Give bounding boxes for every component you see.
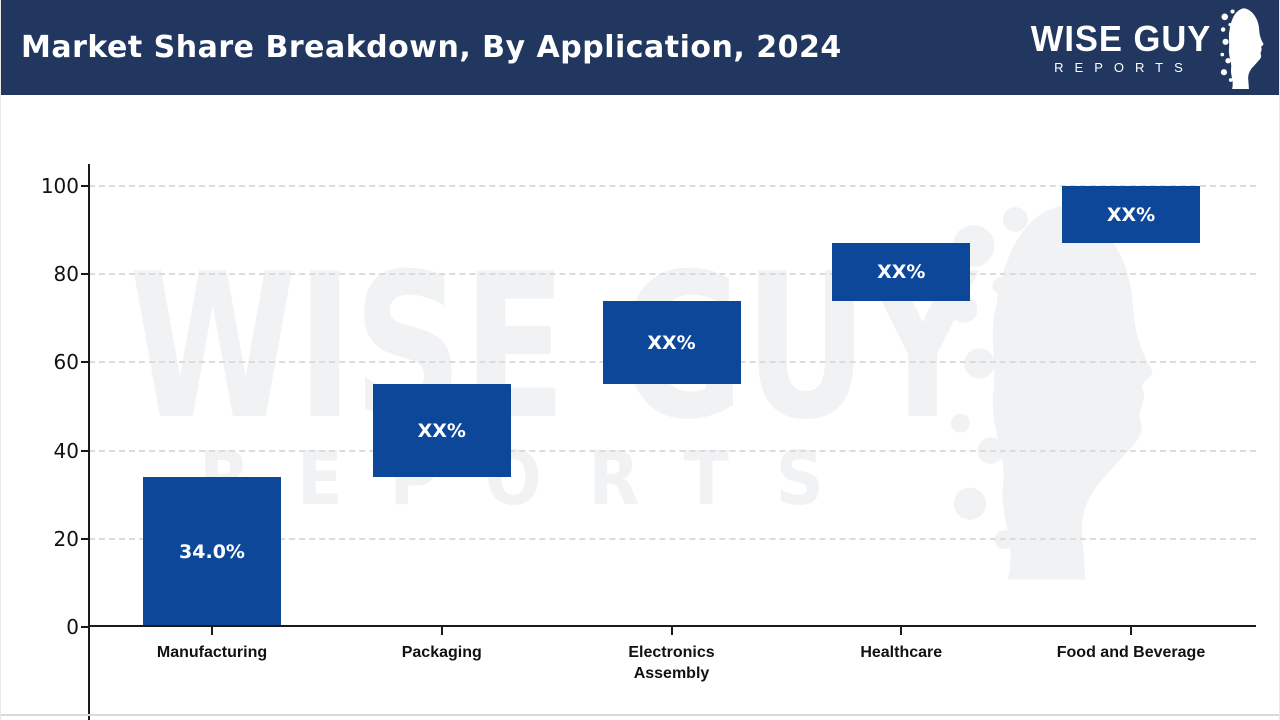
x-category-label: Electronics Assembly: [628, 644, 715, 683]
face-profile-icon: [1220, 7, 1264, 89]
y-tick-label: 40: [53, 438, 79, 463]
x-tick: [211, 627, 213, 635]
gridline-y-80: [89, 273, 1256, 276]
logo-wordmark: WISE GUY: [1030, 18, 1212, 59]
bottom-border: [1, 714, 1279, 716]
header-bar: Market Share Breakdown, By Application, …: [1, 0, 1279, 95]
bar-value-label: XX%: [1106, 203, 1156, 226]
x-category-label: Manufacturing: [156, 644, 268, 661]
y-tick: [81, 449, 89, 452]
gridline-y-20: [89, 537, 1256, 540]
bar-food-and-beverage: XX%: [1062, 186, 1200, 244]
x-category-label: Food and Beverage: [1056, 644, 1206, 661]
bar-value-label: 34.0%: [179, 541, 245, 564]
logo-text: WISE GUY REPORTS: [1027, 18, 1215, 75]
bar-manufacturing: 34.0%: [143, 477, 281, 627]
x-tick: [670, 627, 673, 635]
bar-packaging: XX%: [372, 384, 511, 478]
gridline-y-100: [89, 185, 1256, 187]
y-tick-label: 80: [53, 262, 79, 287]
x-tick: [1130, 627, 1132, 635]
wise-guy-reports-logo: WISE GUY REPORTS: [1027, 7, 1269, 89]
x-category-label: Packaging: [401, 644, 482, 661]
logo-subtitle: REPORTS: [1054, 60, 1194, 75]
bar-value-label: XX%: [877, 260, 926, 283]
bar-value-label: XX%: [417, 419, 466, 442]
y-tick: [81, 626, 89, 628]
page-title: Market Share Breakdown, By Application, …: [21, 30, 842, 65]
y-tick-label: 60: [53, 350, 79, 375]
gridline-y-40: [89, 449, 1256, 452]
x-tick: [900, 627, 903, 635]
x-axis-line: [88, 625, 1256, 627]
y-tick-label: 0: [66, 615, 79, 639]
y-tick-label: 20: [53, 526, 79, 551]
y-tick: [81, 185, 89, 187]
waterfall-chart: 0 20 40 60 80 100 34.0% Manufacturing XX% Packagi…: [1, 95, 1279, 720]
bar-electronics-assembly: XX%: [602, 300, 741, 385]
y-tick: [81, 273, 89, 276]
bar-value-label: XX%: [647, 331, 696, 354]
y-tick: [81, 361, 89, 364]
y-tick-label: 100: [40, 174, 79, 198]
bar-healthcare: XX%: [832, 243, 971, 301]
x-category-label: Healthcare: [860, 644, 943, 661]
y-axis-line: [88, 164, 90, 720]
x-tick: [440, 627, 443, 635]
y-tick: [81, 537, 89, 540]
